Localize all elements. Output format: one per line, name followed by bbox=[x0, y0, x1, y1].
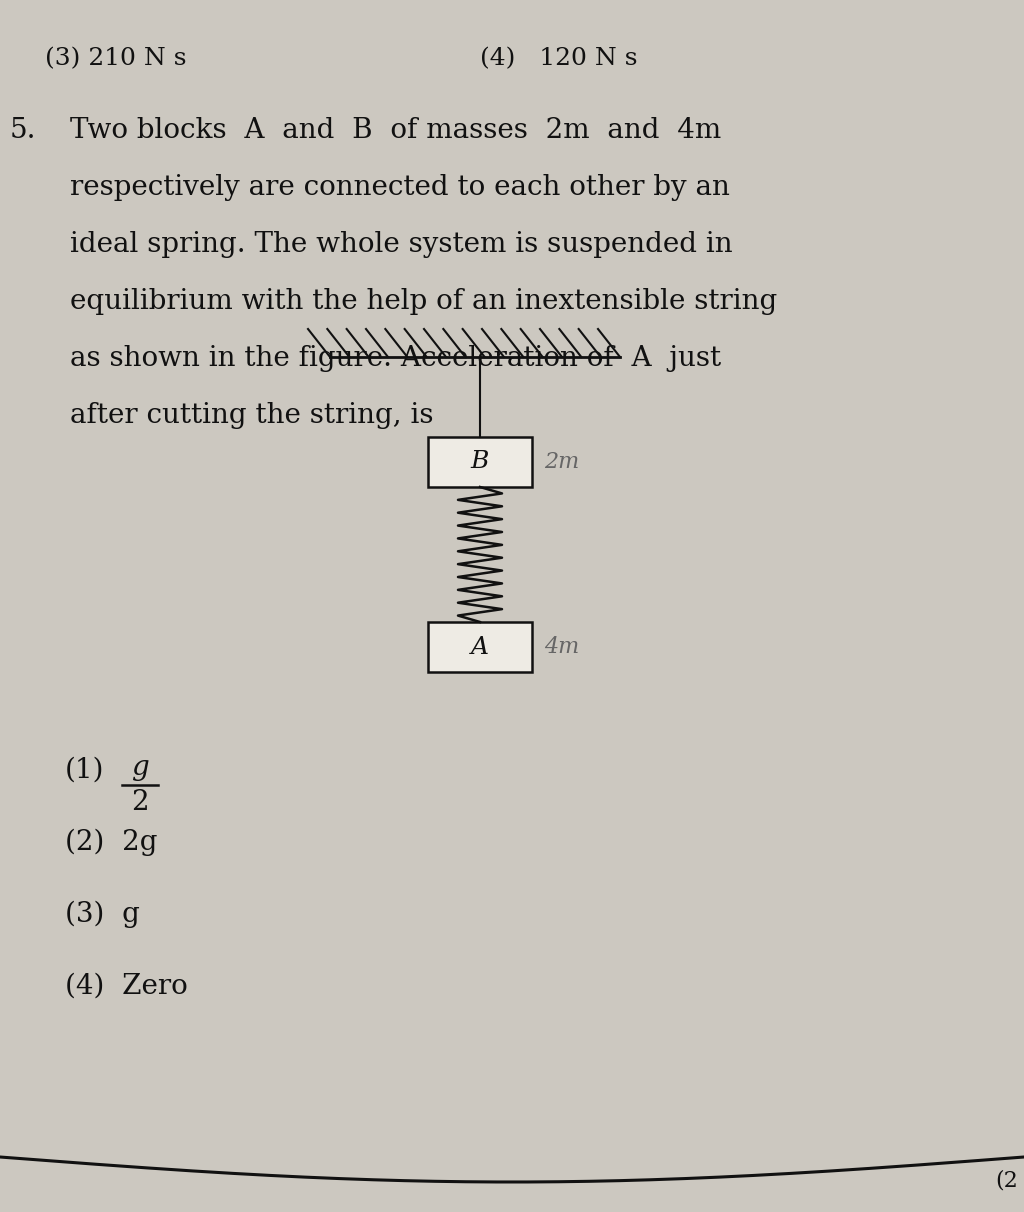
Text: 5.: 5. bbox=[10, 118, 37, 144]
Text: equilibrium with the help of an inextensible string: equilibrium with the help of an inextens… bbox=[70, 288, 777, 315]
Text: respectively are connected to each other by an: respectively are connected to each other… bbox=[70, 175, 730, 201]
Text: (3) 210 N s: (3) 210 N s bbox=[45, 47, 186, 70]
Text: A: A bbox=[471, 635, 489, 658]
Text: (2: (2 bbox=[995, 1170, 1018, 1191]
Text: (1): (1) bbox=[65, 758, 104, 784]
Text: (2)  2g: (2) 2g bbox=[65, 829, 158, 857]
Bar bbox=[428, 622, 532, 671]
Text: (4)  Zero: (4) Zero bbox=[65, 973, 187, 1000]
Text: ideal spring. The whole system is suspended in: ideal spring. The whole system is suspen… bbox=[70, 231, 732, 258]
Text: 2m: 2m bbox=[544, 451, 580, 473]
Text: after cutting the string, is: after cutting the string, is bbox=[70, 402, 433, 429]
Text: B: B bbox=[471, 451, 489, 474]
Text: as shown in the figure. Acceleration of  A  just: as shown in the figure. Acceleration of … bbox=[70, 345, 721, 372]
Bar bbox=[428, 438, 532, 487]
Text: 2: 2 bbox=[131, 789, 148, 816]
Text: g: g bbox=[131, 754, 148, 781]
Text: (4)   120 N s: (4) 120 N s bbox=[480, 47, 638, 70]
Text: Two blocks  A  and  B  of masses  2m  and  4m: Two blocks A and B of masses 2m and 4m bbox=[70, 118, 721, 144]
Text: (3)  g: (3) g bbox=[65, 901, 140, 928]
Text: 4m: 4m bbox=[544, 636, 580, 658]
